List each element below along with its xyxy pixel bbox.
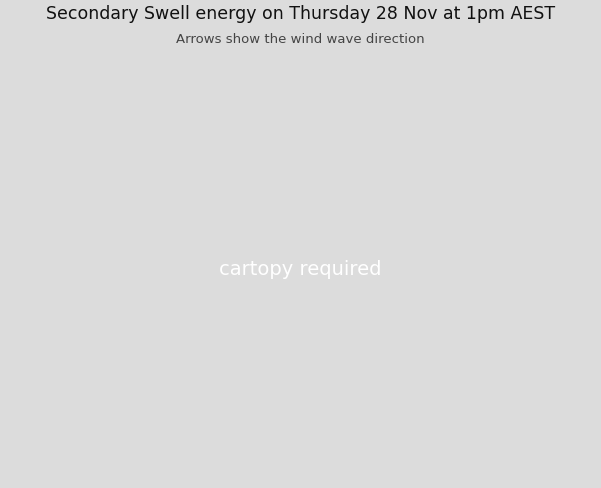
Text: Arrows show the wind wave direction: Arrows show the wind wave direction xyxy=(176,34,425,46)
Text: Secondary Swell energy on Thursday 28 Nov at 1pm AEST: Secondary Swell energy on Thursday 28 No… xyxy=(46,5,555,23)
Text: cartopy required: cartopy required xyxy=(219,260,382,279)
